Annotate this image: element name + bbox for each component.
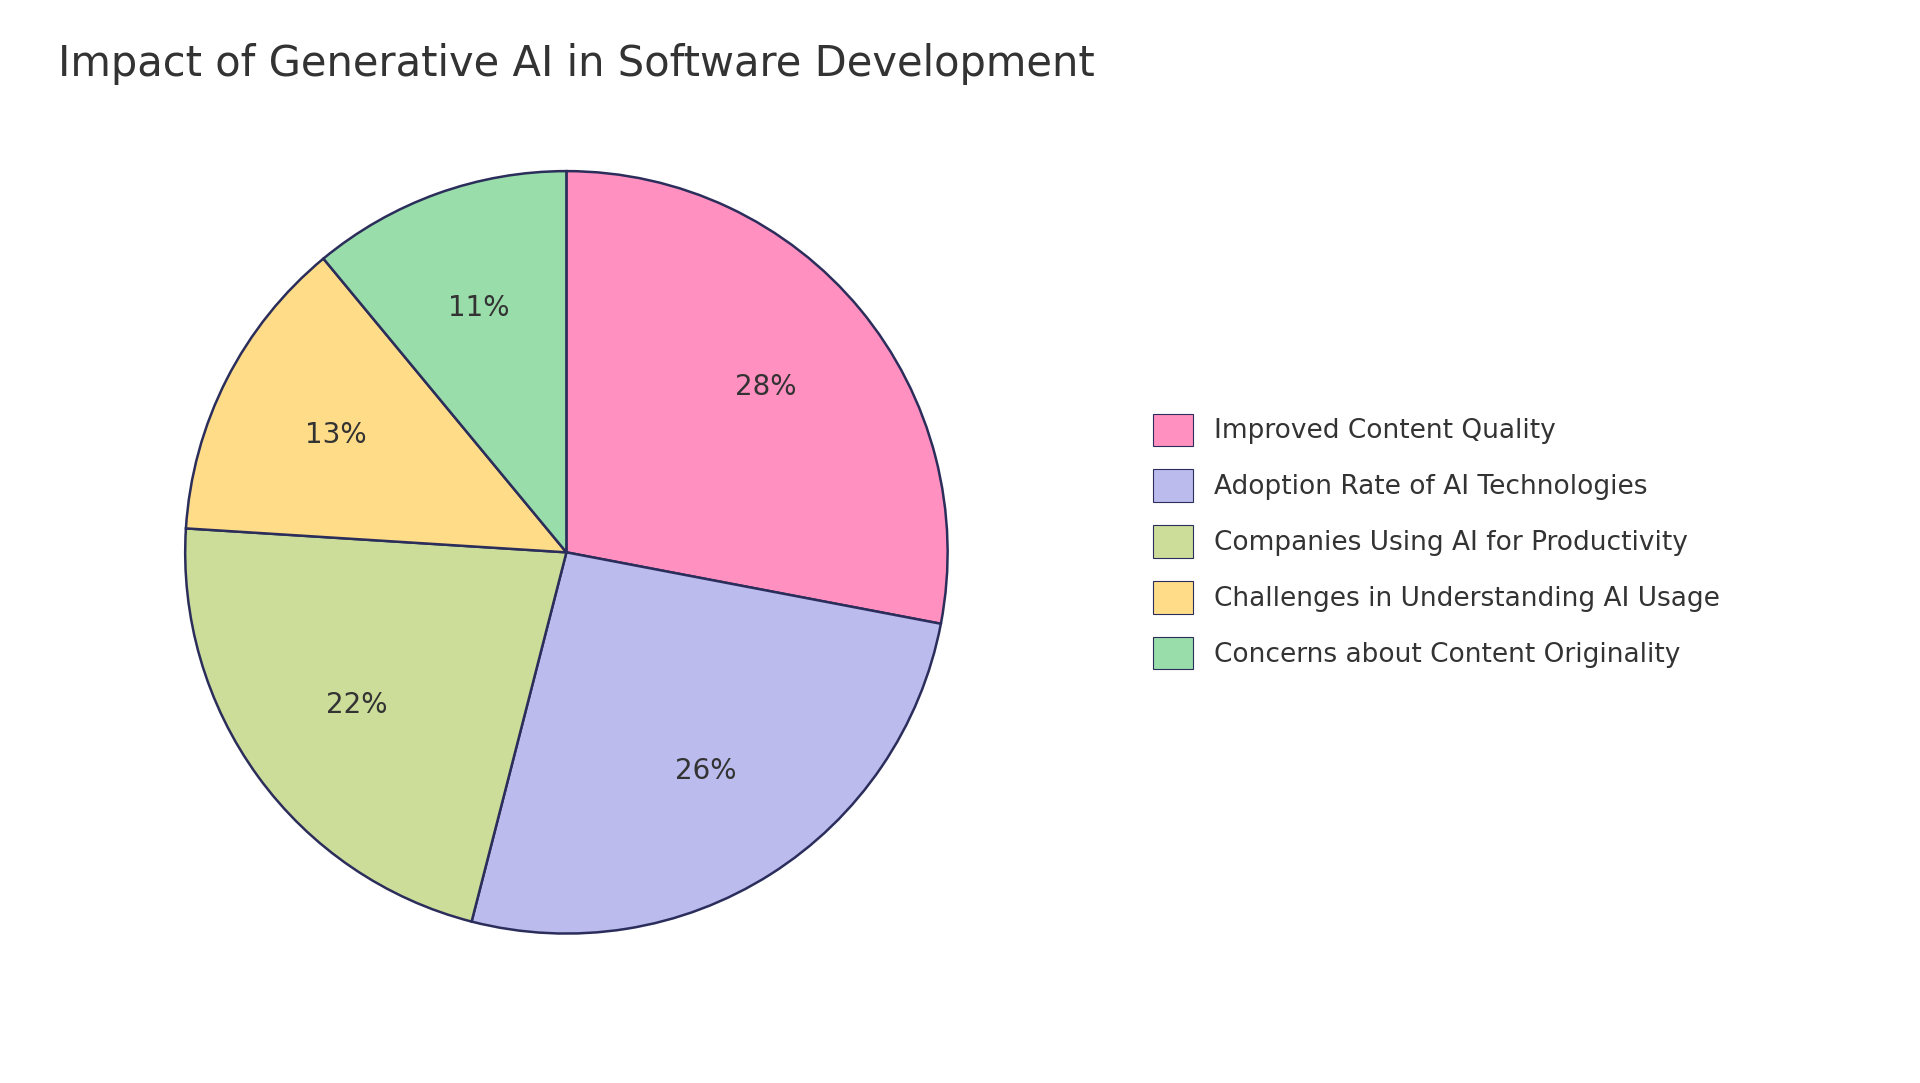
Text: 26%: 26%: [674, 757, 735, 785]
Text: 22%: 22%: [326, 691, 388, 719]
Wedge shape: [323, 171, 566, 552]
Text: 13%: 13%: [305, 420, 367, 448]
Wedge shape: [566, 171, 948, 624]
Wedge shape: [186, 259, 566, 552]
Wedge shape: [184, 529, 566, 922]
Legend: Improved Content Quality, Adoption Rate of AI Technologies, Companies Using AI f: Improved Content Quality, Adoption Rate …: [1127, 387, 1745, 696]
Text: 28%: 28%: [735, 373, 797, 401]
Text: 11%: 11%: [447, 295, 509, 323]
Text: Impact of Generative AI in Software Development: Impact of Generative AI in Software Deve…: [58, 43, 1094, 86]
Wedge shape: [472, 552, 941, 934]
